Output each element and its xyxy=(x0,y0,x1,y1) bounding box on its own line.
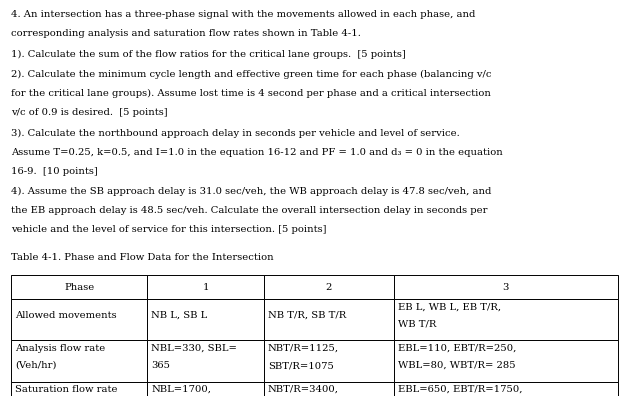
Bar xyxy=(147,299,264,340)
Text: 16-9.  [10 points]: 16-9. [10 points] xyxy=(11,167,98,176)
Bar xyxy=(147,382,264,396)
Text: NBL=330, SBL=: NBL=330, SBL= xyxy=(151,343,237,352)
Text: 4). Assume the SB approach delay is 31.0 sec/veh, the WB approach delay is 47.8 : 4). Assume the SB approach delay is 31.0… xyxy=(11,187,492,196)
Bar xyxy=(394,275,618,299)
Bar xyxy=(147,275,264,299)
Bar xyxy=(11,340,147,382)
Text: Allowed movements: Allowed movements xyxy=(15,311,117,320)
Text: NBL=1700,: NBL=1700, xyxy=(151,385,211,394)
Bar xyxy=(11,382,147,396)
Text: 1). Calculate the sum of the flow ratios for the critical lane groups.  [5 point: 1). Calculate the sum of the flow ratios… xyxy=(11,50,406,59)
Bar xyxy=(264,340,394,382)
Text: NB L, SB L: NB L, SB L xyxy=(151,311,207,320)
Text: WBL=80, WBT/R= 285: WBL=80, WBT/R= 285 xyxy=(398,361,515,370)
Text: for the critical lane groups). Assume lost time is 4 second per phase and a crit: for the critical lane groups). Assume lo… xyxy=(11,89,491,98)
Bar xyxy=(264,382,394,396)
Bar xyxy=(264,275,394,299)
Text: NBT/R=3400,: NBT/R=3400, xyxy=(268,385,339,394)
Text: 2: 2 xyxy=(325,283,332,291)
Text: the EB approach delay is 48.5 sec/veh. Calculate the overall intersection delay : the EB approach delay is 48.5 sec/veh. C… xyxy=(11,206,488,215)
Text: v/c of 0.9 is desired.  [5 points]: v/c of 0.9 is desired. [5 points] xyxy=(11,108,168,117)
Text: Saturation flow rate: Saturation flow rate xyxy=(15,385,118,394)
Text: 2). Calculate the minimum cycle length and effective green time for each phase (: 2). Calculate the minimum cycle length a… xyxy=(11,70,492,79)
Bar xyxy=(394,299,618,340)
Bar xyxy=(394,382,618,396)
Text: EBL=110, EBT/R=250,: EBL=110, EBT/R=250, xyxy=(398,343,516,352)
Text: 3: 3 xyxy=(502,283,509,291)
Text: Assume T=0.25, k=0.5, and I=1.0 in the equation 16-12 and PF = 1.0 and d₃ = 0 in: Assume T=0.25, k=0.5, and I=1.0 in the e… xyxy=(11,148,503,157)
Text: (Veh/hr): (Veh/hr) xyxy=(15,361,57,370)
Text: 365: 365 xyxy=(151,361,170,370)
Text: NB T/R, SB T/R: NB T/R, SB T/R xyxy=(268,311,346,320)
Text: EB L, WB L, EB T/R,: EB L, WB L, EB T/R, xyxy=(398,302,501,311)
Bar xyxy=(394,340,618,382)
Bar xyxy=(11,275,147,299)
Text: 1: 1 xyxy=(202,283,209,291)
Text: Phase: Phase xyxy=(64,283,94,291)
Text: Analysis flow rate: Analysis flow rate xyxy=(15,343,106,352)
Bar xyxy=(264,299,394,340)
Text: NBT/R=1125,: NBT/R=1125, xyxy=(268,343,339,352)
Text: SBT/R=1075: SBT/R=1075 xyxy=(268,361,334,370)
Text: EBL=650, EBT/R=1750,: EBL=650, EBT/R=1750, xyxy=(398,385,522,394)
Bar xyxy=(147,340,264,382)
Text: 3). Calculate the northbound approach delay in seconds per vehicle and level of : 3). Calculate the northbound approach de… xyxy=(11,129,460,138)
Bar xyxy=(11,299,147,340)
Text: corresponding analysis and saturation flow rates shown in Table 4-1.: corresponding analysis and saturation fl… xyxy=(11,29,362,38)
Text: WB T/R: WB T/R xyxy=(398,320,436,329)
Text: vehicle and the level of service for this intersection. [5 points]: vehicle and the level of service for thi… xyxy=(11,225,327,234)
Text: 4. An intersection has a three-phase signal with the movements allowed in each p: 4. An intersection has a three-phase sig… xyxy=(11,10,476,19)
Text: Table 4-1. Phase and Flow Data for the Intersection: Table 4-1. Phase and Flow Data for the I… xyxy=(11,253,274,262)
